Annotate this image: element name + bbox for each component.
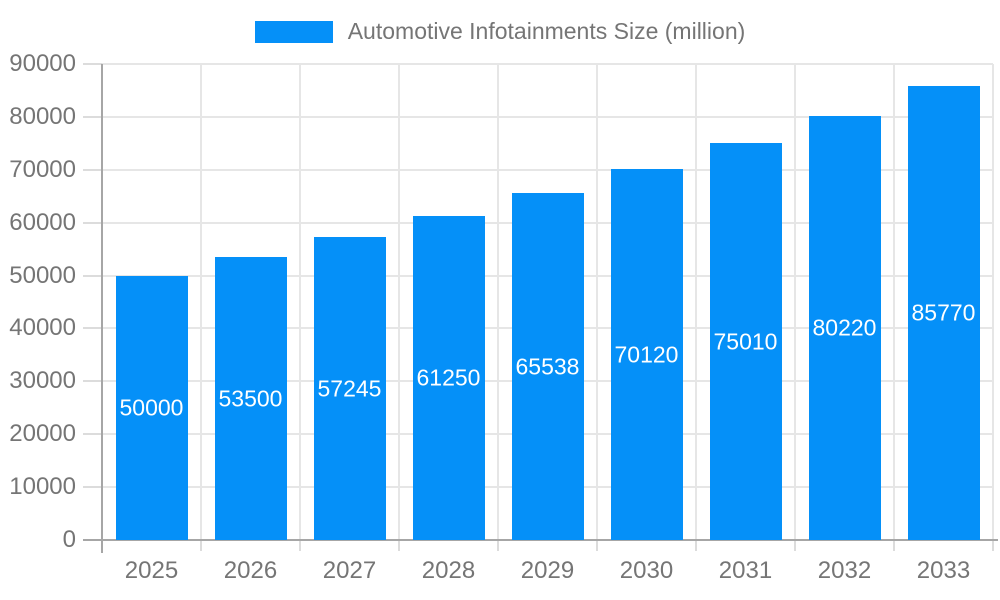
h-gridline: [102, 168, 993, 171]
y-tick-label: 40000: [9, 314, 76, 342]
v-gridline: [794, 64, 796, 540]
x-tick-label: 2028: [421, 557, 476, 584]
x-tick: [398, 540, 400, 551]
y-tick-label: 20000: [9, 420, 76, 448]
h-gridline: [102, 115, 993, 118]
x-tick: [992, 540, 994, 551]
bar-2031[interactable]: [709, 143, 782, 540]
x-tick: [299, 540, 301, 551]
v-gridline: [992, 64, 994, 540]
x-tick-label: 2026: [223, 557, 278, 584]
x-tick-label: 2025: [124, 557, 179, 584]
y-tick-label: 30000: [9, 367, 76, 395]
v-gridline: [596, 64, 598, 540]
x-tick: [695, 540, 697, 551]
y-tick: [83, 380, 102, 383]
y-tick: [83, 433, 102, 436]
bar-2033[interactable]: [907, 86, 980, 540]
x-axis-line: [83, 539, 998, 541]
y-tick-label: 60000: [9, 208, 76, 236]
bar-2026[interactable]: [214, 257, 287, 540]
x-tick-label: 2031: [718, 557, 773, 584]
legend[interactable]: Automotive Infotainments Size (million): [0, 18, 1000, 45]
y-tick: [83, 486, 102, 489]
bar-2030[interactable]: [610, 169, 683, 540]
bar-2025[interactable]: [115, 275, 188, 540]
v-gridline: [299, 64, 301, 540]
legend-label: Automotive Infotainments Size (million): [347, 18, 746, 44]
y-tick-label: 0: [62, 526, 76, 553]
y-tick: [83, 221, 102, 224]
y-tick: [83, 115, 102, 118]
legend-swatch: [254, 20, 333, 43]
v-gridline: [893, 64, 895, 540]
x-tick-label: 2032: [817, 557, 872, 584]
v-gridline: [497, 64, 499, 540]
x-tick-label: 2030: [619, 557, 674, 584]
x-tick: [200, 540, 202, 551]
h-gridline: [102, 63, 993, 65]
x-tick-label: 2029: [520, 557, 575, 584]
v-gridline: [200, 64, 202, 540]
x-tick-label: 2033: [916, 557, 971, 584]
y-tick: [83, 274, 102, 277]
y-tick-label: 80000: [9, 102, 76, 130]
y-tick: [83, 168, 102, 171]
bar-2028[interactable]: [412, 216, 485, 540]
v-gridline: [398, 64, 400, 540]
y-tick-label: 70000: [9, 155, 76, 183]
x-tick: [893, 540, 895, 551]
y-tick: [83, 327, 102, 330]
x-tick: [794, 540, 796, 551]
y-tick-label: 10000: [9, 473, 76, 501]
bar-2032[interactable]: [808, 115, 881, 540]
bar-2029[interactable]: [511, 193, 584, 540]
x-tick: [596, 540, 598, 551]
x-tick-label: 2027: [322, 557, 377, 584]
v-gridline: [695, 64, 697, 540]
y-tick-label: 50000: [9, 261, 76, 289]
x-tick: [497, 540, 499, 551]
y-axis-line: [101, 64, 103, 553]
y-tick-label: 90000: [9, 50, 76, 77]
plot-area: 0 10000 20000 30000 40000 50000 60000 70000 8000…: [9, 52, 998, 583]
bar-2027[interactable]: [313, 237, 386, 540]
y-tick: [83, 63, 102, 65]
